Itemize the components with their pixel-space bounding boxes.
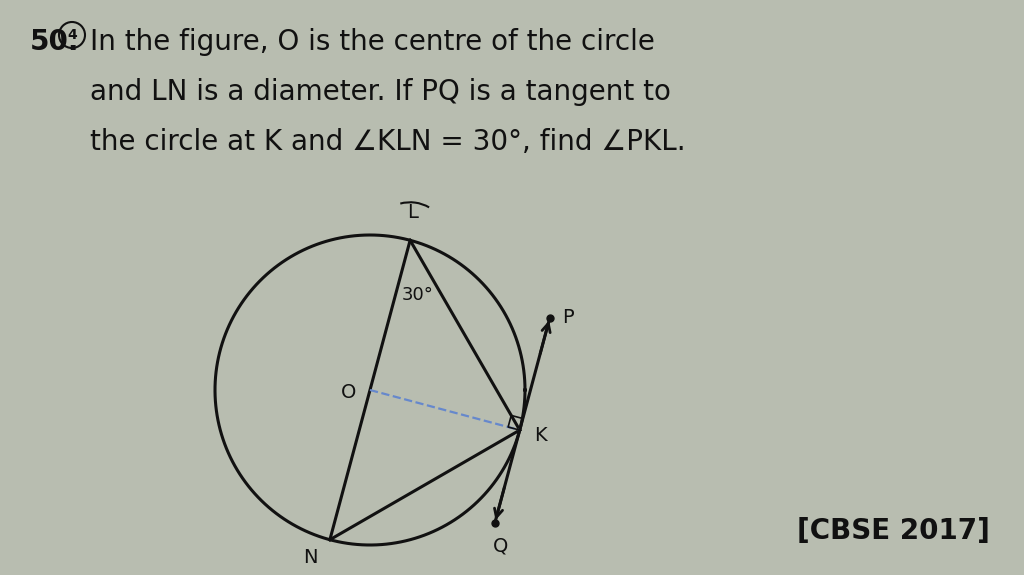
Text: and LN is a diameter. If PQ is a tangent to: and LN is a diameter. If PQ is a tangent… xyxy=(90,78,671,106)
Text: [CBSE 2017]: [CBSE 2017] xyxy=(797,517,990,545)
Text: K: K xyxy=(534,426,547,444)
Text: P: P xyxy=(562,308,573,327)
Text: O: O xyxy=(341,384,356,402)
Text: the circle at K and ∠KLN = 30°, find ∠PKL.: the circle at K and ∠KLN = 30°, find ∠PK… xyxy=(90,128,686,156)
Text: 4: 4 xyxy=(68,28,77,42)
Text: N: N xyxy=(303,548,317,567)
Text: In the figure, O is the centre of the circle: In the figure, O is the centre of the ci… xyxy=(90,28,655,56)
Text: Q: Q xyxy=(494,537,509,556)
Text: 50.: 50. xyxy=(30,28,80,56)
Text: 30°: 30° xyxy=(401,286,433,304)
Text: L: L xyxy=(407,204,418,223)
